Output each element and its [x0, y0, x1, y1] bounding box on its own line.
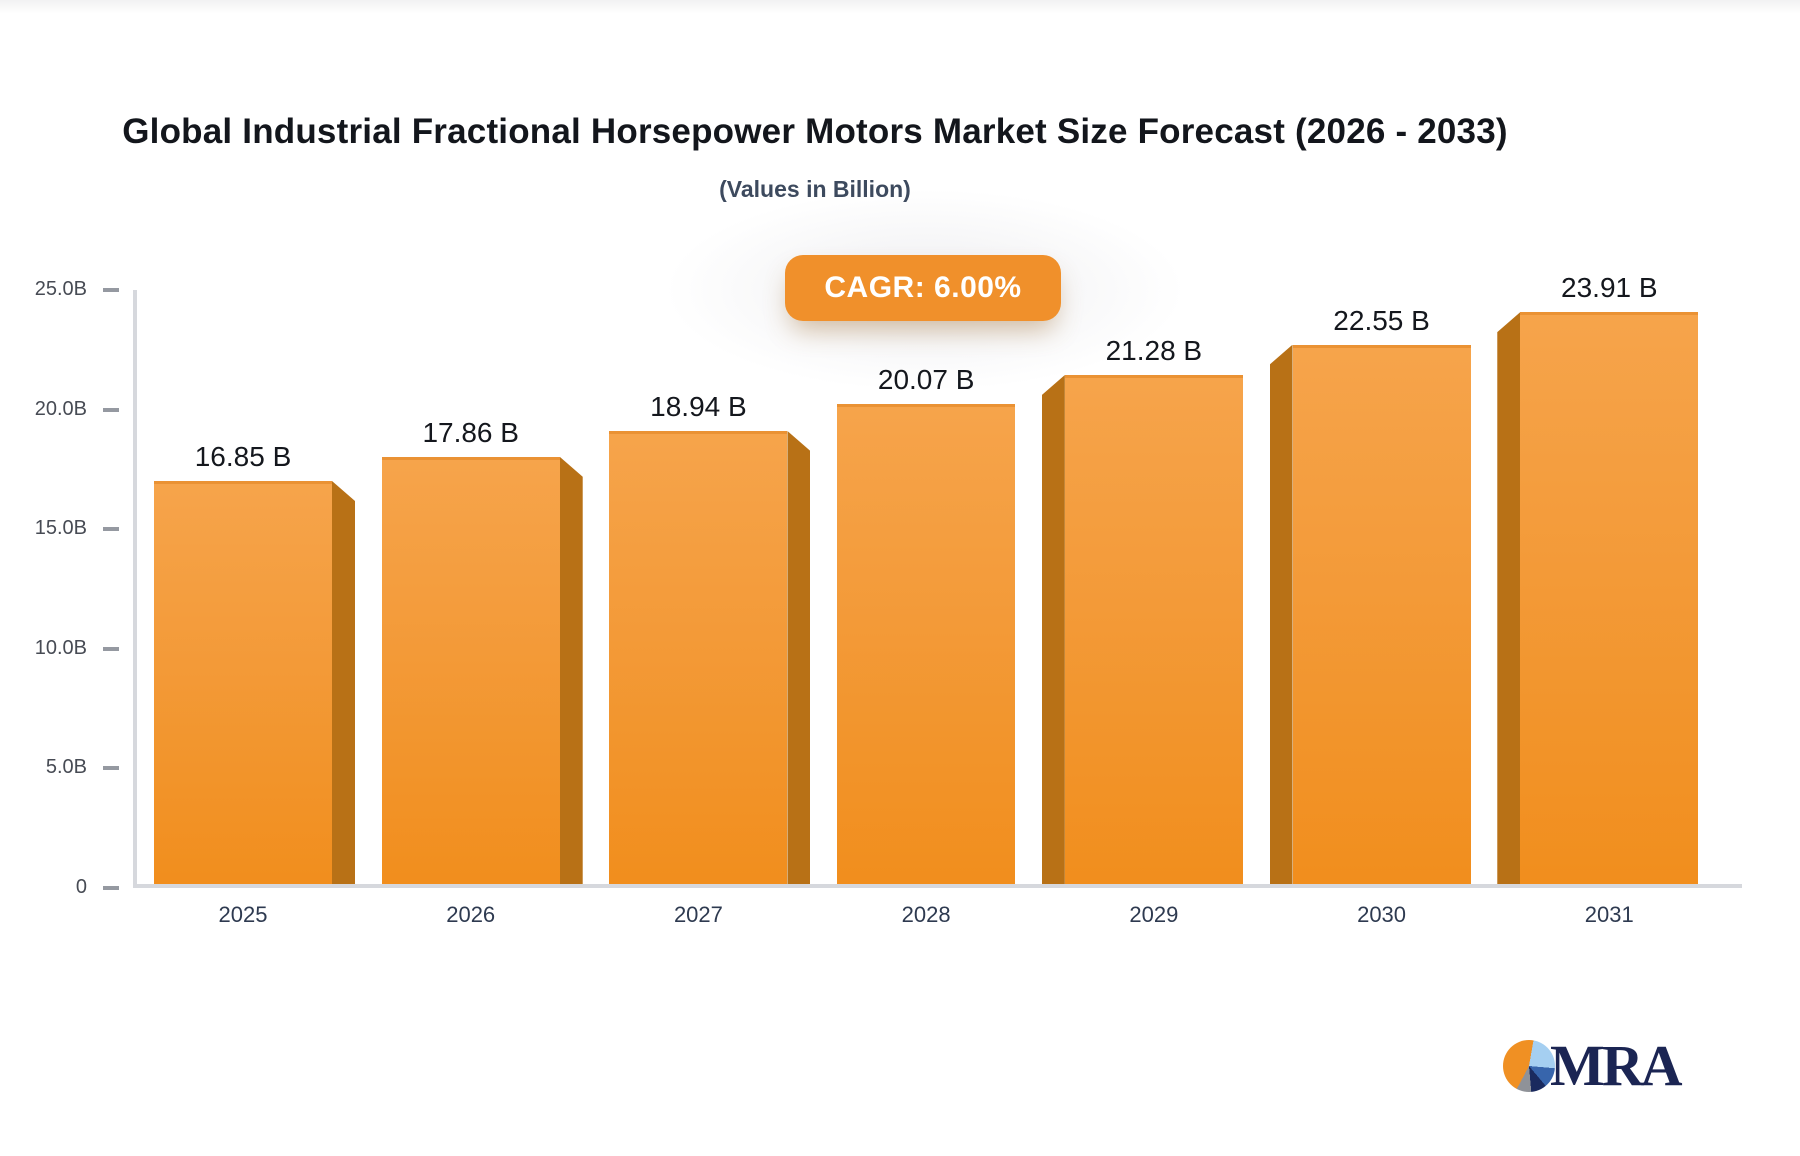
y-axis-tick-mark: [103, 407, 119, 412]
y-axis-tick-label: 20.0B: [34, 397, 87, 420]
bar-side-3d-face: [1041, 374, 1065, 884]
bar-side-3d-face: [559, 456, 583, 884]
x-axis-label: 2028: [901, 902, 951, 927]
bar-face: [1520, 312, 1699, 884]
x-axis-label: 2031: [1584, 902, 1634, 927]
bar-value-label: 20.07 B: [877, 363, 975, 395]
bar-face: [609, 430, 788, 884]
y-axis-tick-mark: [103, 646, 119, 651]
x-axis-label: 2030: [1357, 902, 1407, 927]
x-axis-label: 2026: [446, 902, 496, 927]
bar-value-label: 23.91 B: [1561, 272, 1658, 304]
bar-group: [1269, 344, 1471, 884]
y-axis-tick-mark: [103, 527, 119, 532]
bar-value-label: 17.86 B: [422, 416, 519, 448]
plot-area: 25.0B 20.0B 15.0B 10.0B 5.0B 0 16.85 B 2025 17.8…: [35, 272, 1742, 927]
page-subtitle: (Values in Billion): [719, 176, 911, 202]
bar-value-label: 22.55 B: [1333, 304, 1430, 336]
x-axis-label: 2025: [218, 902, 268, 927]
y-axis-tick-mark: [103, 886, 119, 890]
brand-logo-text: MRA: [1550, 1033, 1683, 1098]
bar-face: [154, 480, 332, 884]
bar-side-3d-face: [1269, 344, 1293, 884]
pie-chart-logo-icon: [1503, 1040, 1555, 1092]
y-axis-tick-mark: [103, 766, 119, 771]
bar-group: [609, 430, 811, 884]
x-axis-label: 2029: [1129, 902, 1179, 927]
bar-face: [381, 456, 560, 884]
y-axis-tick-label: 15.0B: [34, 517, 87, 540]
bar-group: [1041, 374, 1243, 884]
bar-group: [381, 456, 583, 884]
brand-logo: MRA: [1503, 1033, 1683, 1098]
bar-group: [837, 403, 1016, 884]
y-axis-tick-mark: [103, 288, 119, 292]
y-axis-tick-label: 5.0B: [45, 756, 87, 779]
bar-face: [837, 403, 1016, 884]
y-axis-tick-label: 0: [75, 876, 87, 898]
bar-face: [1292, 344, 1471, 884]
top-shadow-decoration: [0, 0, 1800, 14]
bar-value-label: 18.94 B: [650, 390, 747, 422]
bar-side-3d-face: [332, 480, 355, 884]
bar-side-3d-face: [1497, 312, 1521, 884]
y-axis-tick-label: 10.0B: [34, 636, 87, 659]
bar-side-3d-face: [787, 430, 811, 884]
cagr-badge: CAGR: 6.00%: [785, 255, 1061, 321]
bar-group: [1497, 312, 1699, 884]
bar-face: [1064, 374, 1243, 884]
x-axis-label: 2027: [673, 902, 723, 927]
page-title: Global Industrial Fractional Horsepower …: [122, 112, 1508, 151]
bar-value-label: 16.85 B: [194, 440, 292, 472]
chart-header: Global Industrial Fractional Horsepower …: [0, 112, 1630, 203]
bar-value-label: 21.28 B: [1105, 334, 1203, 366]
y-axis-tick-label: 25.0B: [34, 278, 87, 300]
bar-group: [154, 480, 355, 884]
